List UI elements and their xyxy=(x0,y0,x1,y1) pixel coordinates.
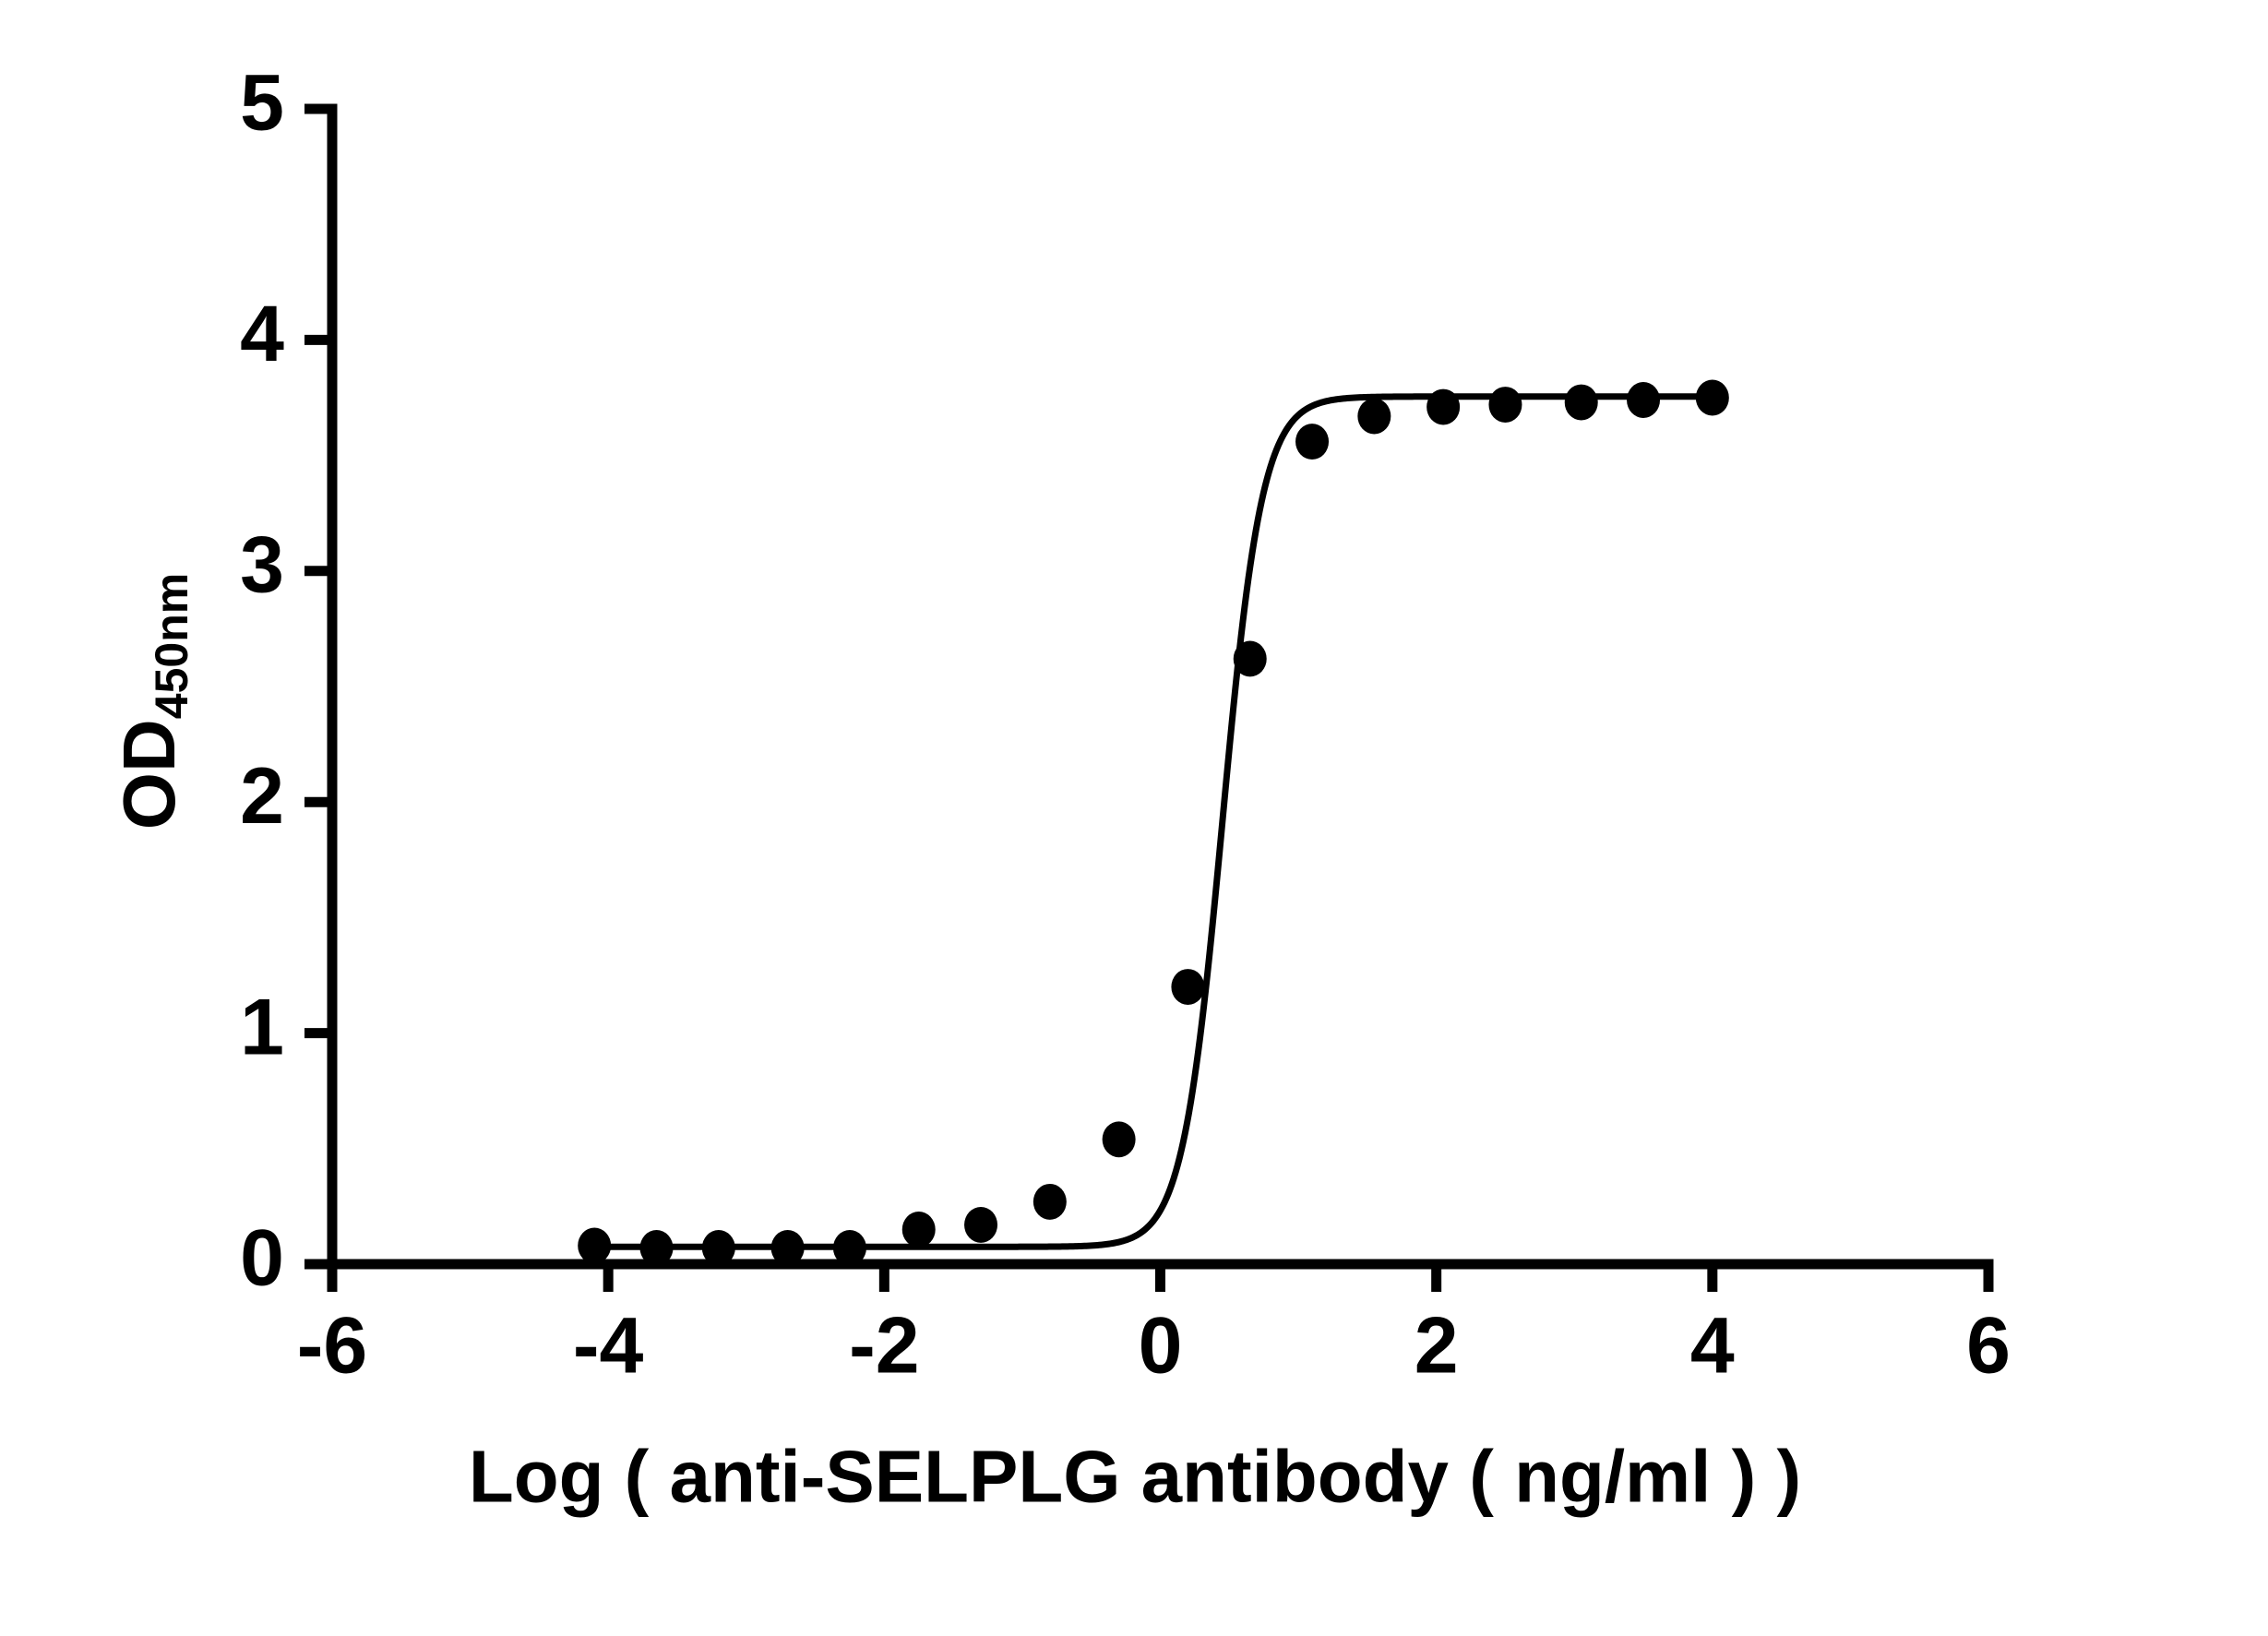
data-point xyxy=(578,1228,611,1264)
dose-response-chart: 0 1 2 3 4 5 -6 -4 -2 0 2 4 6 OD450nm Log ( anti-SEL… xyxy=(0,0,2268,1636)
y-tick-label-5: 5 xyxy=(240,59,284,148)
y-axis-title: OD450nm xyxy=(108,573,197,830)
data-point xyxy=(1627,382,1660,418)
y-tick-label-3: 3 xyxy=(240,521,284,610)
x-axis-title: Log ( anti-SELPLG antibody ( ng/ml ) ) xyxy=(469,1436,1801,1518)
data-point xyxy=(1171,969,1204,1005)
data-point xyxy=(771,1230,805,1266)
data-point xyxy=(1426,389,1460,425)
y-tick-label-0: 0 xyxy=(240,1214,284,1303)
data-point xyxy=(1357,399,1391,435)
x-tick-label--6: -6 xyxy=(297,1302,367,1391)
chart-figure: 0 1 2 3 4 5 -6 -4 -2 0 2 4 6 OD450nm Log ( anti-SEL… xyxy=(0,0,2268,1636)
data-point xyxy=(702,1230,735,1266)
y-axis-title-subscript: 450nm xyxy=(146,573,197,719)
y-tick-label-2: 2 xyxy=(240,752,284,841)
data-point xyxy=(1488,387,1522,423)
data-point xyxy=(1696,380,1729,416)
y-tick-label-1: 1 xyxy=(240,983,284,1071)
svg-text:OD450nm: OD450nm xyxy=(108,573,197,830)
x-axis-tick-labels: -6 -4 -2 0 2 4 6 xyxy=(297,1302,2011,1391)
y-tick-label-4: 4 xyxy=(240,290,284,378)
x-tick-label--4: -4 xyxy=(573,1302,644,1391)
data-point xyxy=(1234,641,1267,677)
axes-group xyxy=(332,109,1988,1264)
y-axis-tick-labels: 0 1 2 3 4 5 xyxy=(240,59,284,1303)
x-tick-label-2: 2 xyxy=(1415,1302,1459,1391)
data-point xyxy=(1103,1121,1136,1157)
data-point xyxy=(1295,424,1329,460)
data-point xyxy=(833,1230,866,1266)
x-tick-label--2: -2 xyxy=(849,1302,919,1391)
sigmoid-fit-curve xyxy=(594,397,1713,1247)
x-tick-label-4: 4 xyxy=(1690,1302,1735,1391)
data-point xyxy=(902,1212,936,1248)
x-tick-label-0: 0 xyxy=(1139,1302,1183,1391)
data-point xyxy=(640,1230,674,1266)
data-point-markers xyxy=(578,380,1729,1266)
data-point xyxy=(1033,1184,1067,1220)
x-tick-label-6: 6 xyxy=(1966,1302,2011,1391)
data-point xyxy=(1565,385,1598,421)
data-point xyxy=(964,1207,997,1243)
y-axis-title-main: OD xyxy=(108,719,190,830)
